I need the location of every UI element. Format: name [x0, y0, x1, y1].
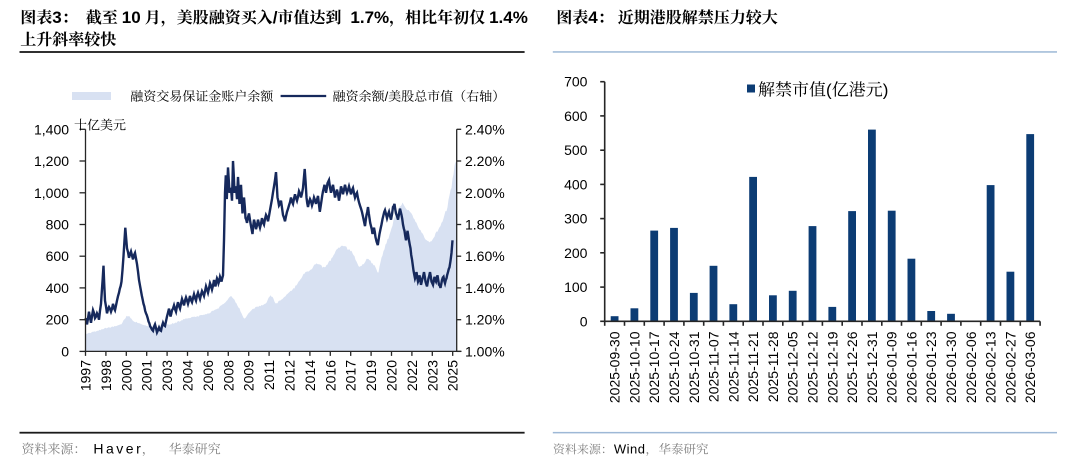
svg-text:2001: 2001 [139, 360, 155, 391]
svg-text:): ) [883, 81, 889, 100]
svg-text:2026-01-16: 2026-01-16 [903, 331, 919, 403]
svg-text:400: 400 [564, 176, 588, 192]
svg-text:2.40%: 2.40% [465, 121, 505, 137]
svg-text:2025-12-26: 2025-12-26 [844, 331, 860, 403]
svg-text:Haver: Haver [93, 441, 143, 457]
svg-text:1.40%: 1.40% [465, 280, 505, 296]
svg-text:2017: 2017 [343, 360, 359, 391]
svg-text:1997: 1997 [78, 360, 94, 391]
svg-text:2025-11-14: 2025-11-14 [725, 331, 741, 402]
svg-text:2022: 2022 [404, 360, 420, 391]
svg-text:300: 300 [564, 211, 588, 227]
svg-text:2004: 2004 [180, 360, 196, 391]
svg-text:2025-10-24: 2025-10-24 [666, 331, 682, 403]
svg-text:2026-01-30: 2026-01-30 [943, 331, 959, 403]
svg-text:2025-12-31: 2025-12-31 [864, 331, 880, 403]
svg-text:1,200: 1,200 [34, 153, 69, 169]
svg-text:2025-10-31: 2025-10-31 [686, 331, 702, 403]
svg-text:2025-10-17: 2025-10-17 [646, 331, 662, 403]
svg-text:1.4%: 1.4% [489, 8, 528, 27]
svg-text:2003: 2003 [159, 360, 175, 391]
svg-text:400: 400 [46, 280, 70, 296]
svg-text:200: 200 [564, 245, 588, 261]
svg-text:2026-01-09: 2026-01-09 [884, 331, 900, 403]
svg-text:2025-12-19: 2025-12-19 [824, 331, 840, 403]
svg-text:2026-02-06: 2026-02-06 [963, 331, 979, 403]
svg-text:600: 600 [46, 248, 70, 264]
svg-text:2025-12-05: 2025-12-05 [785, 331, 801, 403]
svg-text:1.00%: 1.00% [465, 343, 505, 359]
svg-text:2025-11-21: 2025-11-21 [745, 331, 761, 402]
svg-text:100: 100 [564, 279, 588, 295]
svg-text:2026-02-27: 2026-02-27 [1002, 331, 1018, 403]
svg-text:4: 4 [588, 8, 598, 27]
svg-text:/: / [273, 8, 278, 27]
svg-text:2016: 2016 [322, 360, 338, 391]
svg-text:2000: 2000 [118, 360, 134, 391]
svg-text:500: 500 [564, 142, 588, 158]
svg-text:2.00%: 2.00% [465, 185, 505, 201]
svg-text:1.80%: 1.80% [465, 217, 505, 233]
svg-text:700: 700 [564, 74, 588, 90]
svg-text:1,400: 1,400 [34, 121, 69, 137]
svg-text:800: 800 [46, 217, 70, 233]
svg-text:2026-03-06: 2026-03-06 [1022, 331, 1038, 403]
svg-text:2006: 2006 [200, 360, 216, 391]
svg-text:0: 0 [61, 343, 69, 359]
svg-text:2009: 2009 [241, 360, 257, 391]
svg-text:2025-10-10: 2025-10-10 [626, 331, 642, 403]
svg-text:10: 10 [122, 8, 141, 27]
svg-text:2026-02-13: 2026-02-13 [983, 331, 999, 403]
svg-text:1998: 1998 [98, 360, 114, 391]
svg-text:(: ( [826, 81, 832, 100]
svg-text:2025-11-07: 2025-11-07 [706, 331, 722, 402]
svg-text:2020: 2020 [384, 360, 400, 391]
svg-text:2.20%: 2.20% [465, 153, 505, 169]
svg-text:2014: 2014 [302, 360, 318, 391]
svg-text:600: 600 [564, 108, 588, 124]
svg-text:2008: 2008 [220, 360, 236, 391]
svg-text:0: 0 [580, 313, 588, 329]
svg-text:200: 200 [46, 312, 70, 328]
svg-text:2023: 2023 [424, 360, 440, 391]
svg-text:2019: 2019 [363, 360, 379, 391]
svg-text:2025: 2025 [445, 360, 461, 391]
svg-text:2026-01-23: 2026-01-23 [923, 331, 939, 403]
svg-text:1.7%: 1.7% [350, 8, 389, 27]
svg-text:1,000: 1,000 [34, 185, 69, 201]
svg-text:1.60%: 1.60% [465, 248, 505, 264]
svg-text:2025-09-30: 2025-09-30 [607, 331, 623, 403]
svg-text:2012: 2012 [282, 360, 298, 391]
svg-text:1.20%: 1.20% [465, 312, 505, 328]
svg-text:2025-11-28: 2025-11-28 [765, 331, 781, 402]
svg-text:2025-12-12: 2025-12-12 [805, 331, 821, 403]
svg-text:3: 3 [52, 8, 61, 27]
svg-text:/: / [385, 89, 389, 104]
svg-text:Wind: Wind [614, 442, 646, 457]
svg-text:2011: 2011 [261, 360, 277, 390]
